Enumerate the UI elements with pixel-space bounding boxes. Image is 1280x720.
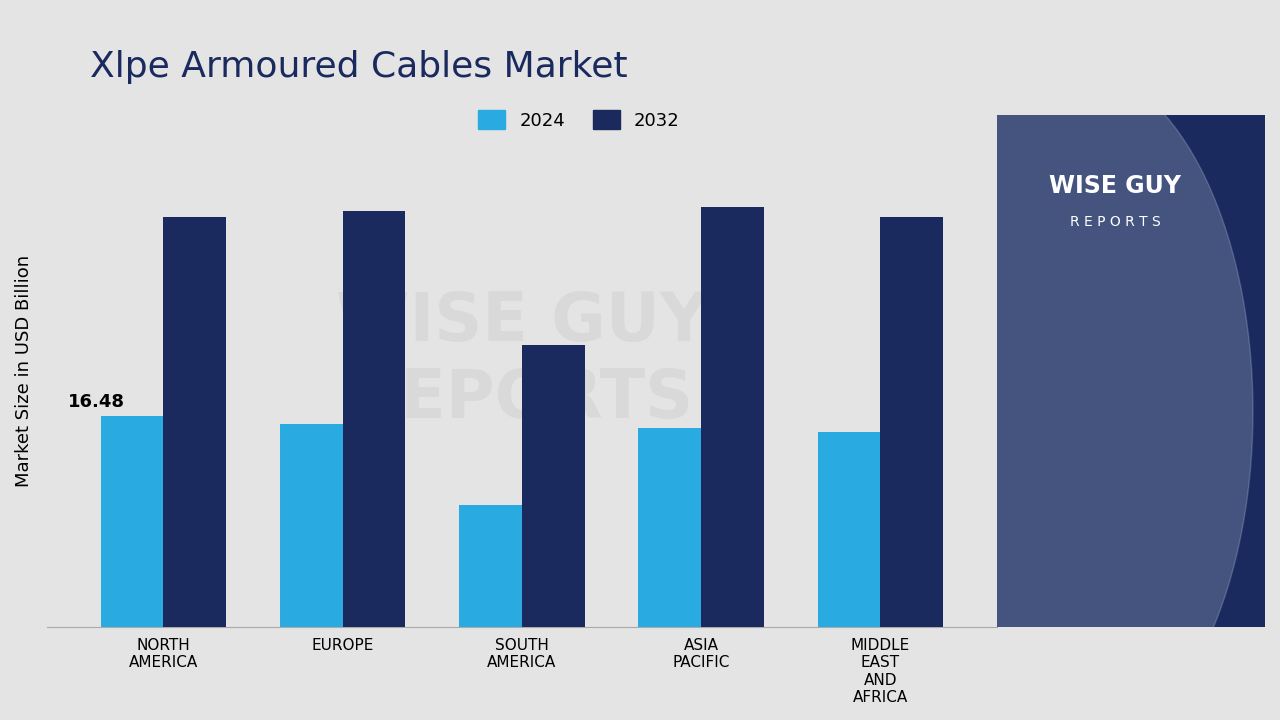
Text: R E P O R T S: R E P O R T S — [1070, 215, 1160, 229]
Bar — [522, 345, 585, 626]
Text: WISE GUY
REPORTS: WISE GUY REPORTS — [335, 289, 708, 431]
Bar — [164, 217, 227, 626]
Bar — [280, 424, 343, 626]
Bar — [460, 505, 522, 626]
Bar — [101, 415, 164, 626]
Bar — [639, 428, 701, 626]
Ellipse shape — [891, 66, 1253, 720]
Legend: 2024, 2032: 2024, 2032 — [471, 103, 687, 137]
Bar — [343, 210, 406, 626]
Bar — [701, 207, 764, 626]
Text: 16.48: 16.48 — [68, 392, 125, 410]
Bar — [881, 217, 943, 626]
Text: Xlpe Armoured Cables Market: Xlpe Armoured Cables Market — [90, 50, 627, 84]
Y-axis label: Market Size in USD Billion: Market Size in USD Billion — [15, 255, 33, 487]
Bar — [818, 432, 881, 626]
Text: WISE GUY: WISE GUY — [1048, 174, 1181, 198]
